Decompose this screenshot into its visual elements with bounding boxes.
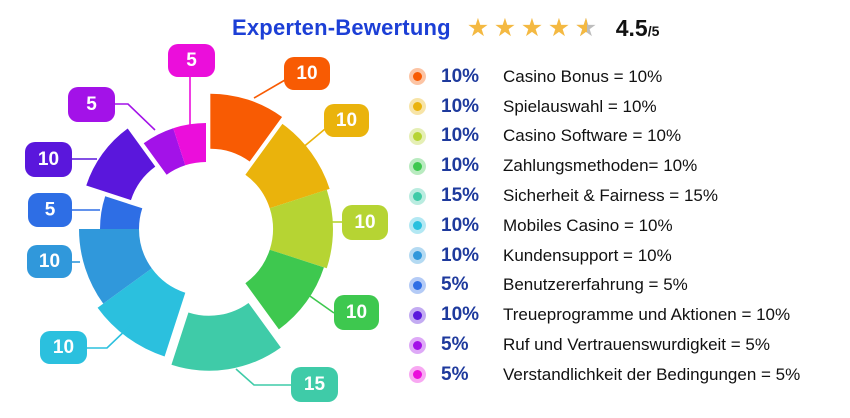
legend-percent: 10% xyxy=(441,65,480,87)
legend-label: Casino Software = 10% xyxy=(503,126,682,146)
callout-box xyxy=(40,331,87,364)
donut-slice-11 xyxy=(173,123,206,166)
legend-label: Kundensupport = 10% xyxy=(503,245,672,265)
callout-box xyxy=(68,87,115,122)
legend-dot-icon xyxy=(409,366,426,384)
donut-slice-6 xyxy=(97,268,186,357)
legend-percent: 5% xyxy=(441,363,469,385)
callout-line xyxy=(115,103,156,131)
legend-label: Spielauswahl = 10% xyxy=(503,96,657,116)
legend-label: Benutzererfahrung = 5% xyxy=(503,275,688,295)
legend-item: 10% Casino Software = 10% xyxy=(399,122,847,152)
legend-percent: 5% xyxy=(441,274,469,296)
callout-line xyxy=(235,368,291,386)
donut-slice-7 xyxy=(79,229,152,304)
donut-chart: 10 10 10 10 15 10 10 5 10 5 5 xyxy=(25,44,388,402)
donut-slice-5 xyxy=(171,302,281,371)
legend-percent: 10% xyxy=(441,155,480,177)
callout-box xyxy=(334,295,379,330)
legend-item: 5% Benutzererfahrung = 5% xyxy=(399,271,847,301)
donut-slice-3 xyxy=(269,189,333,269)
legend-label: Zahlungsmethoden= 10% xyxy=(503,156,698,176)
callout-line xyxy=(300,128,326,150)
legend-percent: 5% xyxy=(441,334,469,356)
donut-slice-9 xyxy=(86,128,156,201)
legend-dot-icon xyxy=(409,187,426,205)
callout-box xyxy=(168,44,215,77)
donut-slice-2 xyxy=(245,123,330,209)
page-title: Experten-Bewertung xyxy=(232,15,451,40)
callout-value: 15 xyxy=(304,374,326,395)
callout-value: 5 xyxy=(186,50,197,71)
donut-slice-1 xyxy=(210,93,283,162)
legend-percent: 10% xyxy=(441,214,480,236)
callout-value: 10 xyxy=(346,302,367,323)
rating-value: 4.5 xyxy=(615,14,648,41)
callout-value: 5 xyxy=(86,94,97,115)
legend-item: 5% Ruf und Vertrauenswurdigkeit = 5% xyxy=(399,330,847,360)
legend-item: 5% Verstandlichkeit der Bedingungen = 5% xyxy=(399,360,847,390)
legend-item: 10% Casino Bonus = 10% xyxy=(399,62,847,92)
callout-value: 10 xyxy=(296,63,317,84)
legend-item: 10% Mobiles Casino = 10% xyxy=(399,211,847,241)
header: Experten-Bewertung ★ ★ ★ ★ ★ ★ 4.5/5 xyxy=(232,8,682,48)
callout-line xyxy=(253,79,286,99)
legend-dot-icon xyxy=(409,98,426,116)
callout-box xyxy=(284,57,330,90)
legend-percent: 10% xyxy=(441,125,480,147)
star-half-icon: ★ ★ xyxy=(574,14,598,42)
legend-dot-icon xyxy=(409,157,426,175)
donut-slice-4 xyxy=(245,249,324,330)
callout-line xyxy=(87,325,131,349)
legend-dot-icon xyxy=(409,247,426,265)
legend-item: 10% Kundensupport = 10% xyxy=(399,241,847,271)
callout-box xyxy=(27,245,72,278)
star-full-icon: ★ xyxy=(520,14,544,42)
legend-dot-icon xyxy=(409,276,426,294)
callout-box xyxy=(342,205,388,240)
legend-dot-icon xyxy=(409,127,426,145)
legend-label: Verstandlichkeit der Bedingungen = 5% xyxy=(503,364,801,384)
rating-score: 4.5/5 xyxy=(616,15,660,42)
callout-box xyxy=(25,142,72,177)
legend-percent: 10% xyxy=(441,304,480,326)
legend-dot-icon xyxy=(409,68,426,86)
legend-item: 10% Spielauswahl = 10% xyxy=(399,92,847,122)
legend: 10% Casino Bonus = 10% 10% Spielauswahl = 1… xyxy=(399,62,847,390)
legend-dot-icon xyxy=(409,336,426,354)
callout-value: 5 xyxy=(45,200,56,221)
rating-max: /5 xyxy=(647,22,660,39)
callout-value: 10 xyxy=(354,212,375,233)
callout-box xyxy=(28,193,72,227)
star-full-icon: ★ xyxy=(466,14,490,42)
callout-value: 10 xyxy=(336,110,357,131)
legend-item: 10% Treueprogramme und Aktionen = 10% xyxy=(399,300,847,330)
legend-item: 15% Sicherheit & Fairness = 15% xyxy=(399,181,847,211)
legend-percent: 10% xyxy=(441,244,480,266)
legend-label: Mobiles Casino = 10% xyxy=(503,215,673,235)
donut-slice-10 xyxy=(143,128,186,175)
legend-label: Treueprogramme und Aktionen = 10% xyxy=(503,305,791,325)
legend-label: Casino Bonus = 10% xyxy=(503,66,663,86)
callout-value: 10 xyxy=(53,337,74,358)
callout-box xyxy=(324,104,369,137)
callout-value: 10 xyxy=(38,149,59,170)
legend-percent: 15% xyxy=(441,185,480,207)
legend-label: Sicherheit & Fairness = 15% xyxy=(503,186,718,206)
legend-dot-icon xyxy=(409,217,426,235)
legend-dot-icon xyxy=(409,306,426,324)
legend-item: 10% Zahlungsmethoden= 10% xyxy=(399,151,847,181)
callout-box xyxy=(291,367,338,402)
callout-value: 10 xyxy=(39,251,60,272)
star-full-icon: ★ xyxy=(547,14,571,42)
callout-line xyxy=(306,293,335,314)
legend-percent: 10% xyxy=(441,95,480,117)
star-full-icon: ★ xyxy=(493,14,517,42)
donut-slice-8 xyxy=(100,196,143,229)
legend-label: Ruf und Vertrauenswurdigkeit = 5% xyxy=(503,335,770,355)
star-rating: ★ ★ ★ ★ ★ ★ xyxy=(467,14,600,42)
